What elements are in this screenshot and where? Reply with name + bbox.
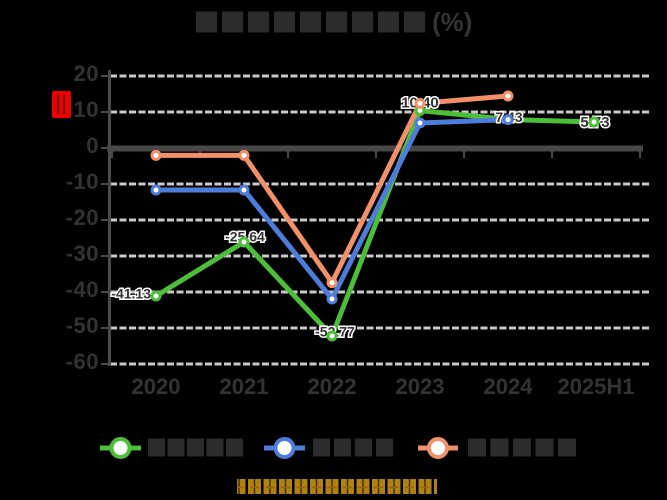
svg-text:-20: -20 (66, 205, 99, 230)
svg-text:-41.13: -41.13 (111, 286, 151, 302)
svg-text:(%): (%) (432, 7, 472, 37)
svg-text:10: 10 (74, 97, 99, 122)
svg-text:2025H1: 2025H1 (557, 374, 634, 399)
svg-text:0: 0 (86, 133, 99, 158)
svg-text:2023: 2023 (396, 374, 445, 399)
svg-text:-60: -60 (66, 349, 99, 374)
svg-text:2020: 2020 (132, 374, 181, 399)
svg-text:-10: -10 (66, 169, 99, 194)
svg-text:20: 20 (74, 61, 99, 86)
svg-text:-30: -30 (66, 241, 99, 266)
svg-text:2021: 2021 (220, 374, 269, 399)
svg-text:-50: -50 (66, 313, 99, 338)
svg-text:2024: 2024 (484, 374, 534, 399)
svg-text:-40: -40 (66, 277, 99, 302)
svg-text:-25.64: -25.64 (225, 229, 265, 245)
svg-text:2022: 2022 (308, 374, 357, 399)
